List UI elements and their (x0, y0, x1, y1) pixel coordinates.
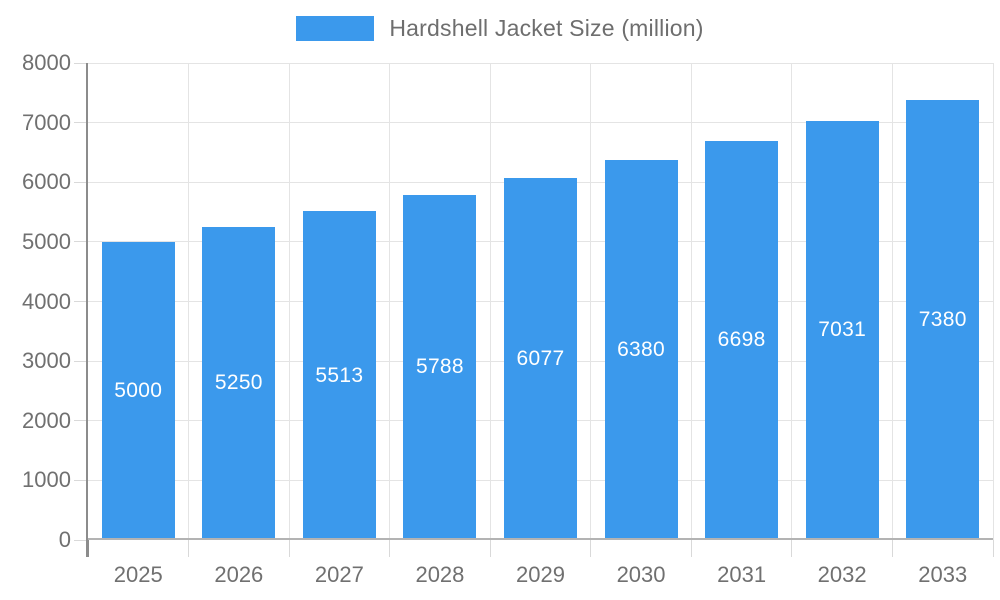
x-gridline (791, 63, 793, 540)
bar-value-label: 5000 (114, 378, 163, 402)
bar[interactable]: 5250 (202, 226, 276, 540)
legend-swatch (296, 16, 375, 41)
bar[interactable]: 6698 (705, 140, 779, 540)
y-axis-tick (74, 62, 88, 64)
bar[interactable]: 7380 (906, 99, 980, 540)
x-gridline (389, 63, 391, 540)
x-axis-label: 2033 (918, 562, 968, 587)
x-gridline (992, 63, 994, 540)
bar[interactable]: 5788 (403, 194, 477, 540)
bar[interactable]: 7031 (805, 120, 879, 540)
legend[interactable]: Hardshell Jacket Size (million) (0, 15, 1000, 42)
y-axis-line (86, 63, 88, 557)
bar[interactable]: 6077 (504, 177, 577, 540)
y-gridline (88, 62, 993, 64)
y-axis-label: 5000 (22, 228, 71, 254)
y-axis-tick (74, 420, 88, 422)
x-axis-tick (791, 540, 793, 557)
y-gridline (88, 122, 993, 124)
x-axis-tick (389, 540, 391, 557)
bar[interactable]: 6380 (604, 159, 678, 540)
x-axis-label: 2026 (214, 562, 264, 587)
y-axis-tick (74, 539, 88, 541)
x-axis-label: 2028 (415, 562, 465, 587)
y-axis-label: 7000 (22, 109, 71, 135)
y-axis-tick (74, 241, 88, 243)
y-axis-label: 6000 (22, 169, 71, 195)
y-axis-label: 4000 (22, 288, 71, 314)
y-axis-label: 2000 (22, 407, 71, 433)
x-gridline (288, 63, 290, 540)
bar-value-label: 5788 (415, 355, 464, 379)
x-axis-tick (188, 540, 190, 557)
x-gridline (891, 63, 893, 540)
x-axis-tick (891, 540, 893, 557)
x-axis-line (88, 538, 993, 540)
x-axis-label: 2027 (314, 562, 364, 587)
x-axis-label: 2032 (817, 562, 867, 587)
x-axis-label: 2030 (616, 562, 666, 587)
y-axis-label: 8000 (22, 50, 71, 75)
x-axis-tick (590, 540, 592, 557)
y-axis-tick (74, 122, 88, 124)
x-axis-label: 2025 (113, 562, 163, 587)
x-axis-label: 2031 (717, 562, 767, 587)
x-gridline (690, 63, 692, 540)
bar-value-label: 6077 (516, 346, 565, 370)
x-axis-tick (288, 540, 290, 557)
x-gridline (590, 63, 592, 540)
x-gridline (489, 63, 491, 540)
bar-value-label: 6380 (617, 337, 665, 361)
legend-label: Hardshell Jacket Size (million) (389, 15, 704, 41)
y-axis-tick (74, 479, 88, 481)
bar-value-label: 6698 (717, 328, 766, 352)
x-axis-tick (489, 540, 491, 557)
bar-value-label: 7380 (918, 307, 967, 331)
bar-value-label: 5513 (315, 363, 364, 387)
x-axis-label: 2029 (516, 562, 565, 587)
y-axis-tick (74, 181, 88, 183)
bar-value-label: 7031 (818, 318, 867, 342)
y-axis-tick (74, 360, 88, 362)
y-axis-tick (74, 301, 88, 302)
y-axis-label: 0 (58, 527, 71, 552)
x-axis-tick (87, 540, 89, 557)
x-gridline (188, 63, 190, 540)
bar[interactable]: 5513 (302, 211, 376, 540)
x-axis-tick (690, 540, 692, 557)
bar[interactable]: 5000 (101, 241, 175, 540)
bar-value-label: 5250 (214, 371, 263, 395)
y-axis-label: 3000 (22, 348, 71, 374)
x-axis-tick (992, 540, 994, 557)
y-axis-label: 1000 (22, 467, 71, 493)
